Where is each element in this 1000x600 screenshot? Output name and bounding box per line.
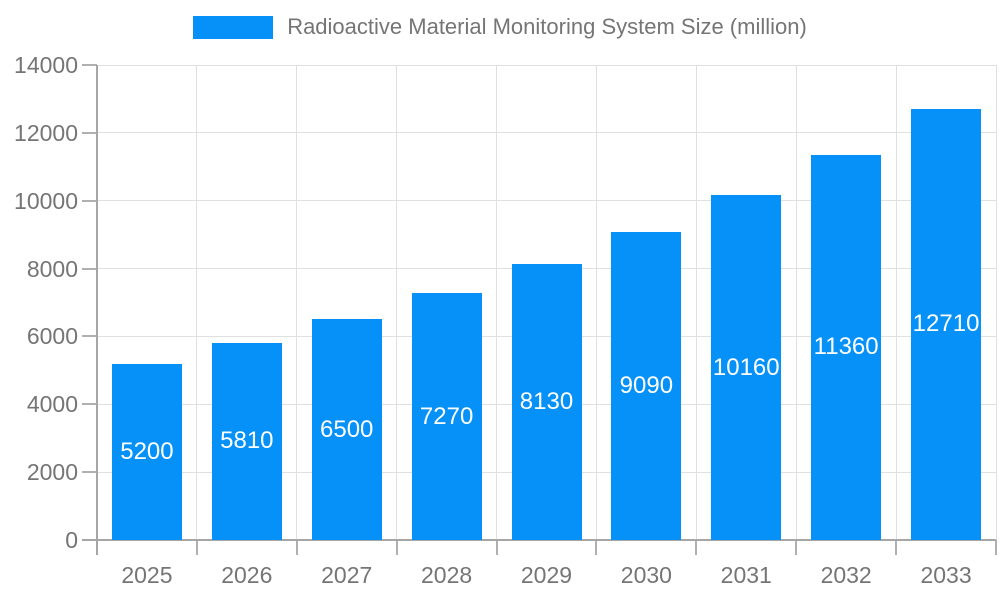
bar-value-label: 5200 [120, 437, 174, 465]
bar-value-label: 5810 [220, 427, 274, 455]
gridline-horizontal [97, 200, 996, 202]
x-tick [995, 540, 997, 555]
gridline-vertical [496, 65, 498, 540]
bar-2028[interactable] [411, 293, 482, 540]
y-tick [82, 199, 97, 202]
bar-value-label: 12710 [912, 310, 980, 338]
bar-2025[interactable] [111, 363, 182, 540]
bar-2031[interactable] [711, 195, 782, 540]
x-axis-line [82, 539, 996, 541]
x-axis-label: 2028 [421, 562, 473, 588]
x-tick [895, 540, 898, 555]
x-tick [495, 540, 498, 555]
x-tick [695, 540, 698, 555]
y-tick [82, 64, 97, 66]
x-tick [595, 540, 598, 555]
gridline-vertical [995, 65, 997, 540]
gridline-vertical [795, 65, 797, 540]
bar-2027[interactable] [311, 319, 382, 540]
bar-value-label: 9090 [619, 371, 674, 399]
bar-value-label: 8130 [519, 388, 574, 416]
gridline-vertical [296, 65, 298, 540]
y-tick [82, 131, 97, 134]
y-axis-label: 12000 [14, 119, 78, 146]
gridline-vertical [695, 65, 697, 540]
legend-item[interactable]: Radioactive Material Monitoring System S… [0, 14, 1000, 40]
y-axis-label: 6000 [26, 323, 78, 350]
y-axis-label: 8000 [26, 255, 78, 282]
gridline-horizontal [97, 132, 996, 134]
y-axis-label: 2000 [26, 459, 78, 486]
bar-2032[interactable] [811, 154, 882, 540]
x-axis-label: 2030 [620, 562, 672, 588]
x-tick [395, 540, 398, 555]
y-axis-line [96, 65, 98, 555]
bar-value-label: 10160 [712, 353, 780, 381]
y-tick [82, 335, 97, 338]
bar-value-label: 7270 [419, 402, 474, 430]
x-tick [195, 540, 198, 555]
x-axis-label: 2032 [820, 562, 872, 588]
y-axis-label: 4000 [26, 391, 78, 418]
gridline-vertical [895, 65, 897, 540]
x-tick [295, 540, 298, 555]
y-axis-label: 10000 [14, 187, 78, 214]
x-axis-label: 2031 [720, 562, 772, 588]
x-axis-label: 2029 [520, 562, 573, 588]
x-axis-label: 2025 [121, 562, 173, 588]
gridline-horizontal [97, 64, 996, 66]
y-axis-label: 0 [65, 527, 78, 553]
legend-label: Radioactive Material Monitoring System S… [287, 14, 807, 39]
bar-2026[interactable] [211, 342, 282, 540]
x-axis-label: 2026 [221, 562, 273, 588]
bar-2033[interactable] [911, 108, 982, 540]
x-tick [795, 540, 798, 555]
y-tick [82, 267, 97, 270]
x-axis-label: 2033 [920, 562, 972, 588]
y-tick [82, 471, 97, 474]
x-axis-label: 2027 [321, 562, 373, 588]
bar-2030[interactable] [611, 231, 682, 540]
bar-2029[interactable] [511, 264, 582, 540]
y-tick [82, 403, 97, 406]
bar-value-label: 11360 [813, 333, 879, 361]
bar-value-label: 6500 [320, 415, 374, 443]
gridline-vertical [396, 65, 398, 540]
gridline-vertical [196, 65, 198, 540]
gridline-vertical [595, 65, 597, 540]
y-axis-label: 14000 [14, 52, 78, 78]
legend-swatch [193, 15, 274, 39]
